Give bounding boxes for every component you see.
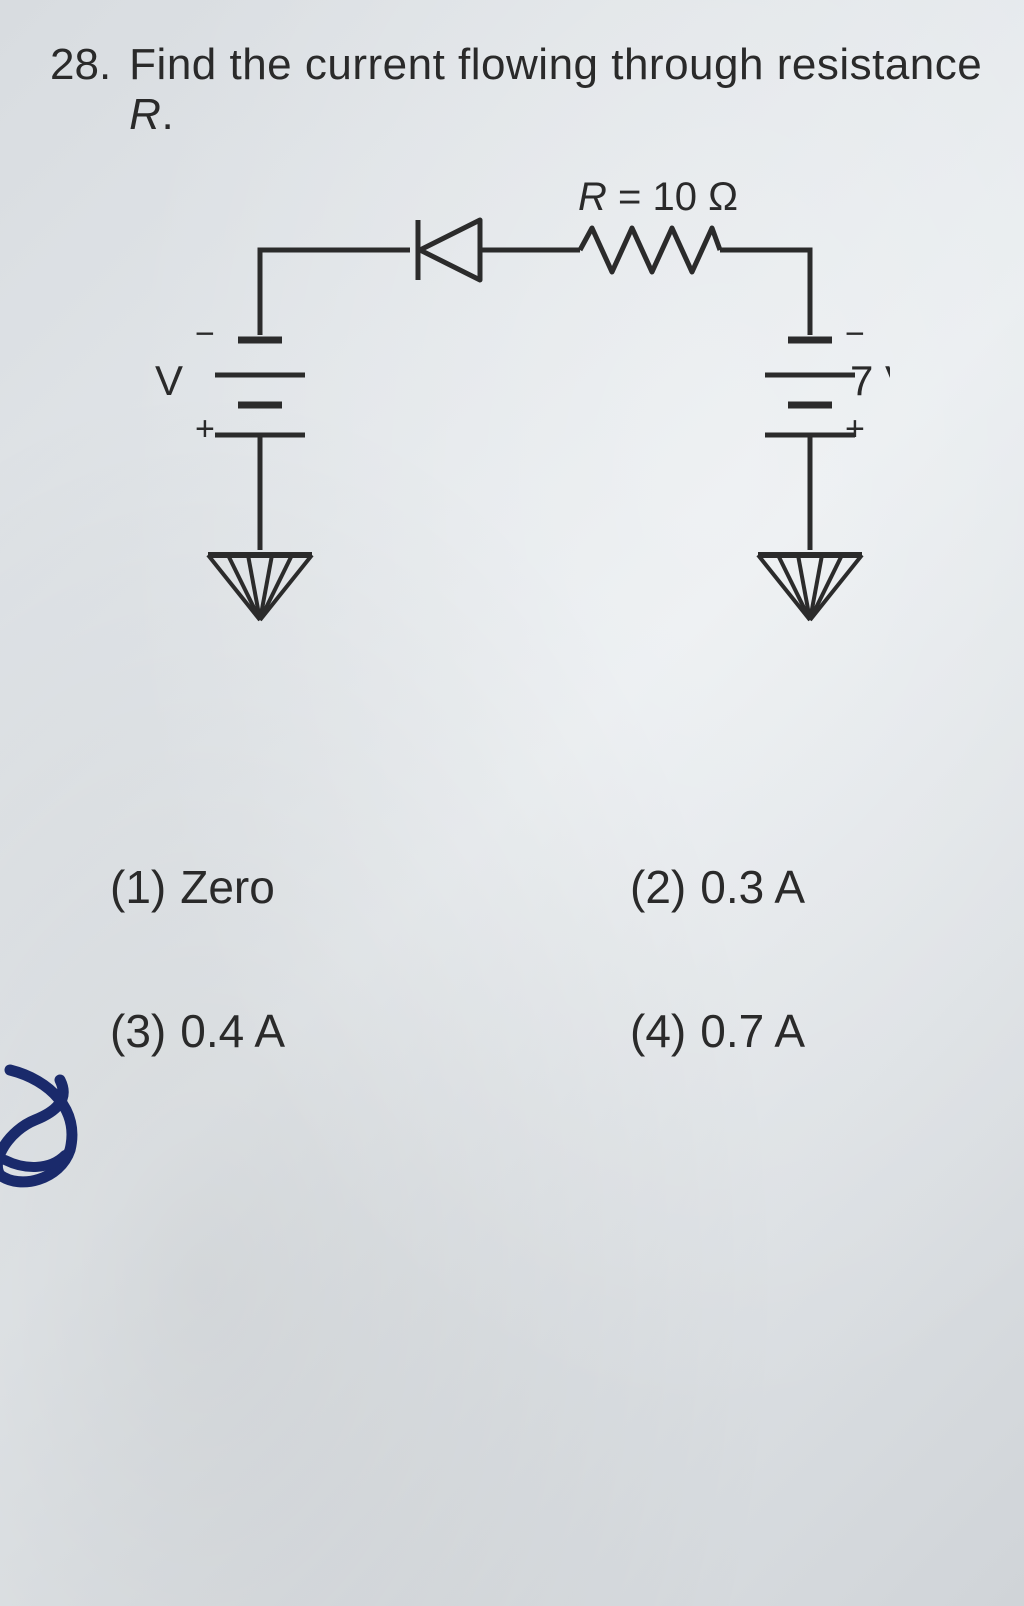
question-variable: R [129,90,161,139]
resistor-icon [580,228,720,272]
left-ground-icon [208,555,312,620]
option-1-text: Zero [180,860,275,914]
option-1: (1) Zero [110,860,630,914]
resistor-label: R = 10 Ω [578,180,738,219]
left-battery-icon [215,300,305,435]
circuit-diagram: R = 10 Ω − + 3 V − + 7 V [150,180,890,740]
pen-mark-icon [0,1060,110,1210]
diode-icon [418,220,480,280]
option-1-num: (1) [110,860,166,914]
resistor-var: R [578,180,607,219]
option-4-num: (4) [630,1004,686,1058]
circuit-wires [260,250,810,550]
option-3-num: (3) [110,1004,166,1058]
right-battery-icon [765,300,855,435]
question-suffix: . [161,90,174,139]
left-battery-label: 3 V [150,357,183,404]
option-4: (4) 0.7 A [630,1004,805,1058]
question-row: 28. Find the current flowing through res… [50,40,994,140]
left-minus-icon: − [195,315,215,353]
question-number: 28. [50,40,111,90]
right-ground-icon [758,555,862,620]
option-3: (3) 0.4 A [110,1004,630,1058]
option-2-num: (2) [630,860,686,914]
right-battery-label: 7 V [850,357,890,404]
answer-options: (1) Zero (2) 0.3 A (3) 0.4 A (4) 0.7 A [110,860,984,1148]
right-plus-icon: + [845,410,865,448]
right-minus-icon: − [845,315,865,353]
option-row-1: (1) Zero (2) 0.3 A [110,860,984,914]
question-text: Find the current flowing through resista… [129,40,994,140]
question-prefix: Find the current flowing through resista… [129,40,982,89]
option-4-text: 0.7 A [700,1004,805,1058]
option-2-text: 0.3 A [700,860,805,914]
option-2: (2) 0.3 A [630,860,805,914]
option-row-2: (3) 0.4 A (4) 0.7 A [110,1004,984,1058]
resistor-val: = 10 Ω [607,180,738,219]
option-3-text: 0.4 A [180,1004,285,1058]
left-plus-icon: + [195,410,215,448]
